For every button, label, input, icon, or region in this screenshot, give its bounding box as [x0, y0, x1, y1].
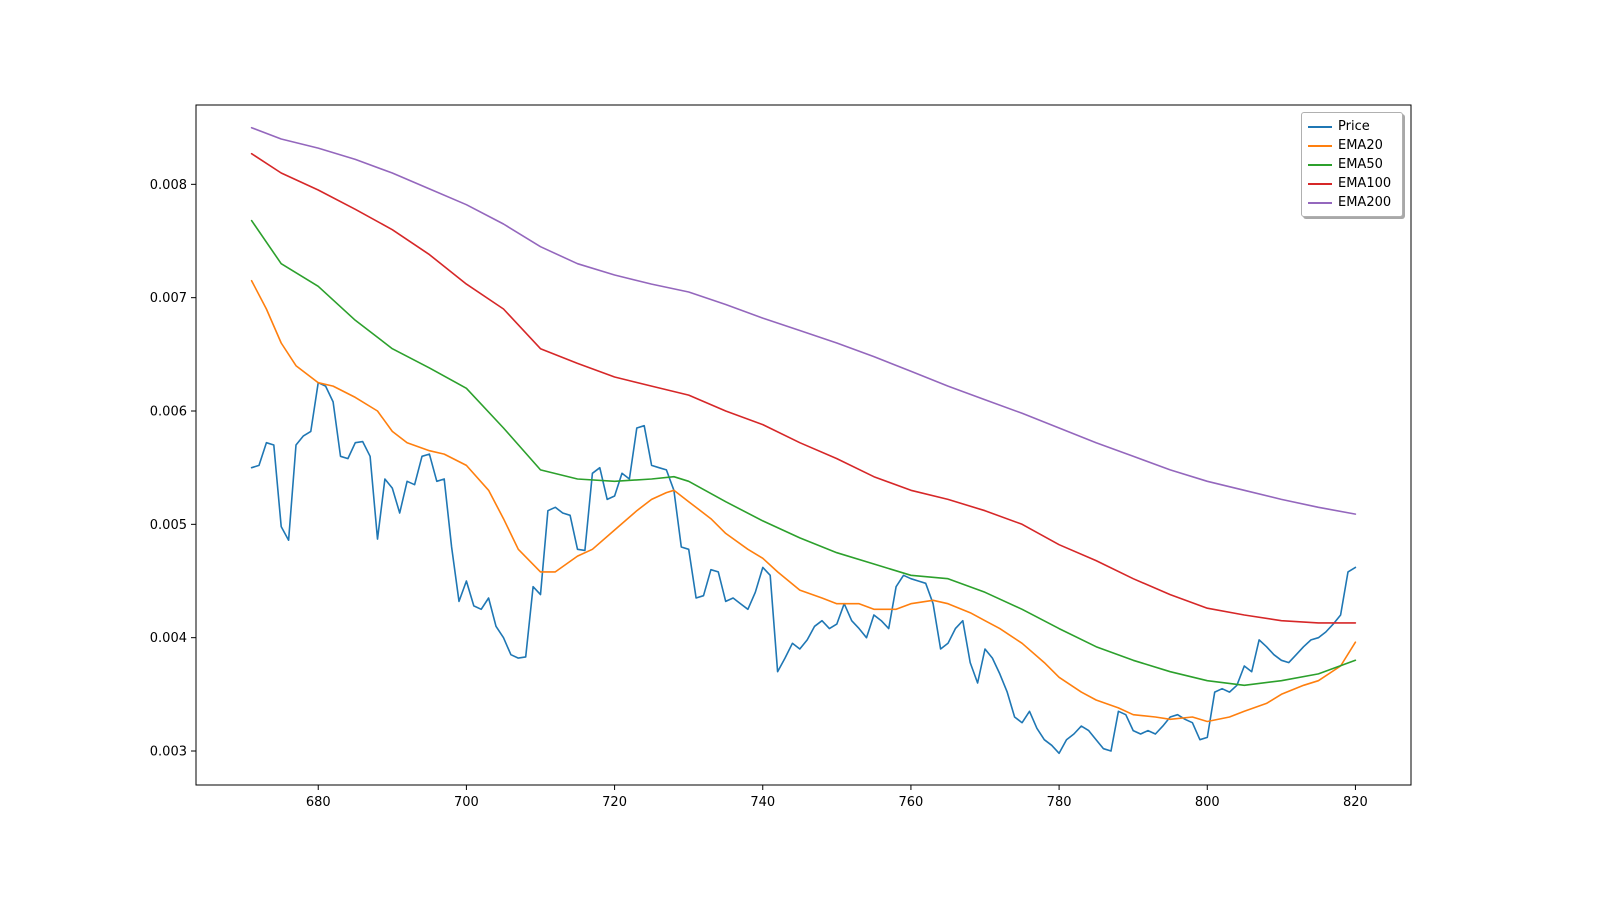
legend-label: EMA20 — [1338, 138, 1383, 153]
x-tick-label: 780 — [1047, 795, 1072, 810]
legend-label: EMA200 — [1338, 195, 1392, 210]
legend-label: EMA50 — [1338, 157, 1383, 172]
legend-label: Price — [1338, 119, 1370, 134]
series-line-ema100 — [250, 152, 1357, 624]
x-tick-label: 740 — [750, 795, 775, 810]
y-tick-label: 0.007 — [150, 291, 187, 306]
legend-label: EMA100 — [1338, 176, 1392, 191]
y-tick-label: 0.005 — [150, 518, 187, 533]
y-tick-label: 0.008 — [150, 178, 187, 193]
legend-line-sample-ema200 — [1308, 201, 1332, 204]
axes-spines — [195, 104, 1412, 786]
y-tick-label: 0.006 — [150, 405, 187, 420]
series-line-ema20 — [250, 279, 1357, 723]
legend-item-ema200: EMA200 — [1308, 193, 1395, 212]
x-tick-label: 700 — [454, 795, 479, 810]
legend-item-ema20: EMA20 — [1308, 136, 1395, 155]
x-tick-label: 800 — [1195, 795, 1220, 810]
series-line-ema50 — [250, 219, 1357, 687]
x-tick-label: 680 — [306, 795, 331, 810]
legend-line-sample-ema50 — [1308, 163, 1332, 166]
legend-line-sample-price — [1308, 125, 1332, 128]
legend-line-sample-ema100 — [1308, 182, 1332, 185]
legend-line-sample-ema20 — [1308, 144, 1332, 147]
legend-item-price: Price — [1308, 117, 1395, 136]
chart-legend: Price EMA20 EMA50 EMA100 EMA200 — [1301, 112, 1403, 217]
x-tick-label: 820 — [1343, 795, 1368, 810]
x-tick-label: 720 — [602, 795, 627, 810]
series-line-price — [250, 381, 1357, 755]
series-line-ema200 — [250, 126, 1357, 515]
legend-item-ema50: EMA50 — [1308, 155, 1395, 174]
x-tick-label: 760 — [899, 795, 924, 810]
y-tick-label: 0.003 — [150, 745, 187, 760]
legend-item-ema100: EMA100 — [1308, 174, 1395, 193]
y-tick-label: 0.004 — [150, 631, 187, 646]
